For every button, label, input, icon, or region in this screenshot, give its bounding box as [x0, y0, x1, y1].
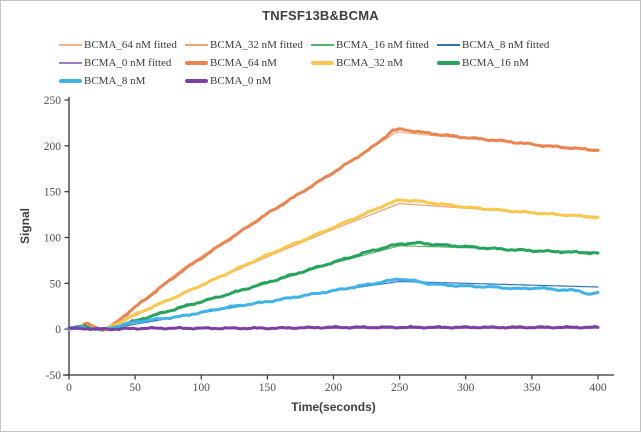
legend-item: BCMA_64 nM [185, 56, 311, 70]
x-tick-label: 350 [523, 382, 541, 394]
x-tick-label: 200 [325, 382, 343, 394]
series-curve-bcma-32-nm [67, 198, 600, 331]
legend-item: BCMA_64 nM fitted [59, 38, 185, 52]
legend-item: BCMA_0 nM fitted [59, 56, 185, 70]
legend-line-swatch [311, 61, 334, 65]
legend-label: BCMA_64 nM [210, 57, 277, 69]
legend-label: BCMA_0 nM [210, 75, 272, 87]
series-curve-bcma-64-nm [67, 127, 600, 332]
x-tick-label: 100 [193, 382, 211, 394]
legend: BCMA_64 nM fitted BCMA_32 nM fitted BCMA_1… [59, 38, 563, 88]
x-axis-label: Time(seconds) [291, 400, 376, 414]
y-tick-label: 100 [44, 233, 62, 245]
series-curve-bcma-64-nm-fitted [68, 131, 599, 330]
x-tick-label: 250 [391, 382, 409, 394]
series-curve-bcma-0-nm [67, 325, 600, 332]
legend-line-swatch [185, 61, 208, 65]
legend-line-swatch [311, 44, 334, 46]
chart-title: TNFSF13B&BCMA [262, 8, 379, 23]
x-tick-label: 400 [589, 382, 607, 394]
y-axis-label: Signal [18, 207, 33, 244]
y-tick-label: 200 [44, 141, 62, 153]
legend-item: BCMA_8 nM [59, 74, 185, 88]
legend-label: BCMA_16 nM [462, 57, 529, 69]
legend-line-swatch [437, 44, 460, 46]
legend-line-swatch [59, 62, 82, 64]
legend-label: BCMA_0 nM fitted [84, 57, 172, 69]
y-tick-label: 50 [50, 278, 62, 290]
y-tick-label: -50 [46, 370, 62, 382]
legend-line-swatch [185, 44, 208, 46]
legend-label: BCMA_8 nM [84, 75, 146, 87]
legend-item: BCMA_8 nM fitted [437, 38, 563, 52]
series-curve-bcma-8-nm [67, 277, 600, 332]
y-tick-label: 250 [44, 95, 62, 107]
legend-label: BCMA_64 nM fitted [84, 39, 177, 51]
x-tick-label: 0 [66, 382, 72, 394]
legend-label: BCMA_32 nM fitted [210, 39, 303, 51]
legend-item: BCMA_16 nM [437, 56, 563, 70]
legend-line-swatch [185, 79, 208, 83]
legend-label: BCMA_16 nM fitted [336, 39, 429, 51]
x-tick-label: 50 [129, 382, 141, 394]
legend-line-swatch [59, 44, 82, 46]
legend-item: BCMA_0 nM [185, 74, 311, 88]
legend-label: BCMA_8 nM fitted [462, 39, 550, 51]
legend-item: BCMA_32 nM [311, 56, 437, 70]
y-tick-label: 150 [44, 187, 62, 199]
legend-item: BCMA_32 nM fitted [185, 38, 311, 52]
legend-line-swatch [437, 61, 460, 65]
legend-label: BCMA_32 nM [336, 57, 403, 69]
legend-line-swatch [59, 79, 82, 83]
legend-item: BCMA_16 nM fitted [311, 38, 437, 52]
x-tick-label: 300 [457, 382, 475, 394]
x-tick-label: 150 [259, 382, 277, 394]
series-curve-bcma-16-nm [67, 240, 600, 332]
y-tick-label: 0 [55, 324, 61, 336]
